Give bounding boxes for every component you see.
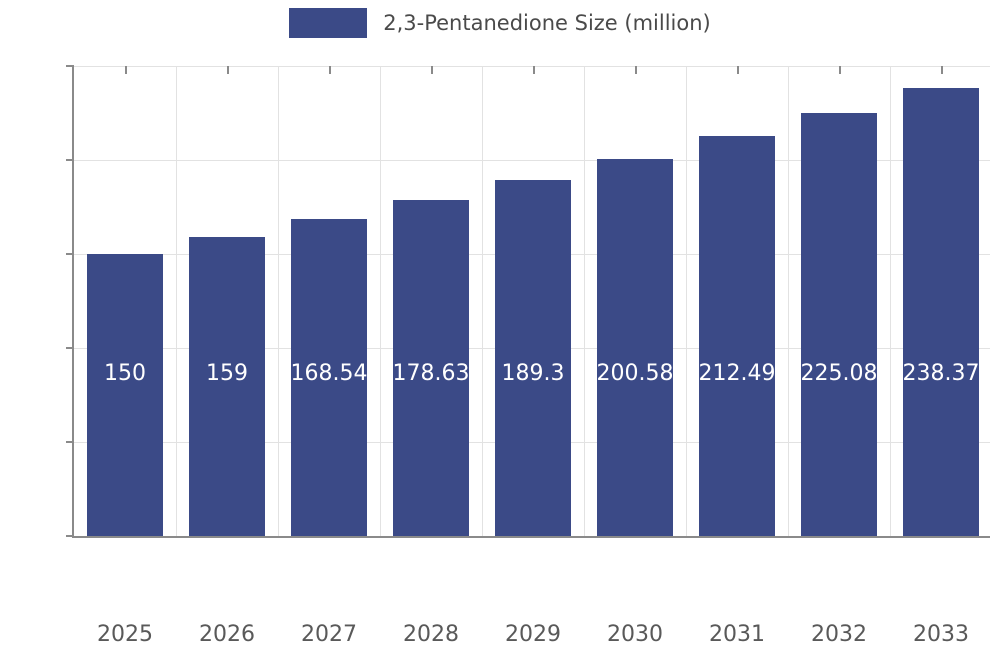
vgridline-1 xyxy=(176,66,177,536)
bar-group-2030: 200.58 xyxy=(584,66,686,536)
bar-group-2027: 168.54 xyxy=(278,66,380,536)
xtick-mark-2025 xyxy=(125,66,127,74)
bar-value-2025: 150 xyxy=(104,361,146,386)
xtick-label-2033: 2033 xyxy=(913,622,969,647)
vgridline-4 xyxy=(482,66,483,536)
bar-value-2032: 225.08 xyxy=(800,361,878,386)
vgridline-3 xyxy=(380,66,381,536)
vgridline-2 xyxy=(278,66,279,536)
bar-2033[interactable] xyxy=(903,88,979,536)
vgridline-7 xyxy=(788,66,789,536)
xtick-mark-2030 xyxy=(635,66,637,74)
legend-label: 2,3-Pentanedione Size (million) xyxy=(383,11,711,35)
bar-group-2028: 178.63 xyxy=(380,66,482,536)
ytick-mark-50 xyxy=(66,441,74,443)
xtick-mark-2026 xyxy=(227,66,229,74)
gridline-200 xyxy=(74,160,990,161)
bar-value-2026: 159 xyxy=(206,361,248,386)
bar-2030[interactable] xyxy=(597,159,673,536)
xtick-mark-2029 xyxy=(533,66,535,74)
bar-value-2027: 168.54 xyxy=(290,361,368,386)
bar-value-2029: 189.3 xyxy=(501,361,565,386)
ytick-mark-100 xyxy=(66,347,74,349)
legend-item-series-1[interactable]: 2,3-Pentanedione Size (million) xyxy=(289,8,711,38)
vgridline-5 xyxy=(584,66,585,536)
bar-group-2029: 189.3 xyxy=(482,66,584,536)
gridline-250 xyxy=(74,66,990,67)
plot-area: 250 200 150 100 50 0 150 xyxy=(66,65,990,647)
ytick-mark-200 xyxy=(66,159,74,161)
bar-2028[interactable] xyxy=(393,200,469,536)
bar-value-2033: 238.37 xyxy=(902,361,980,386)
bar-group-2033: 238.37 xyxy=(890,66,992,536)
bar-value-2028: 178.63 xyxy=(392,361,470,386)
bar-group-2032: 225.08 xyxy=(788,66,890,536)
legend-swatch-icon xyxy=(289,8,368,38)
vgridline-6 xyxy=(686,66,687,536)
bar-2032[interactable] xyxy=(801,113,877,536)
xtick-mark-2032 xyxy=(839,66,841,74)
ytick-mark-0 xyxy=(66,535,74,537)
bar-2027[interactable] xyxy=(291,219,367,536)
xtick-mark-2033 xyxy=(941,66,943,74)
ytick-mark-150 xyxy=(66,253,74,255)
bar-group-2026: 159 xyxy=(176,66,278,536)
bar-group-2025: 150 xyxy=(74,66,176,536)
bar-value-2031: 212.49 xyxy=(698,361,776,386)
xtick-mark-2031 xyxy=(737,66,739,74)
vgridline-8 xyxy=(890,66,891,536)
bar-value-2030: 200.58 xyxy=(596,361,674,386)
bar-2025[interactable] xyxy=(87,254,163,536)
ytick-mark-250 xyxy=(66,65,74,67)
xtick-mark-2027 xyxy=(329,66,331,74)
bar-2029[interactable] xyxy=(495,180,571,536)
bar-2026[interactable] xyxy=(189,237,265,536)
bar-series: 150 159 168.54 178.63 189.3 200.58 xyxy=(74,66,990,536)
chart-legend: 2,3-Pentanedione Size (million) xyxy=(0,8,1000,38)
bar-chart: 2,3-Pentanedione Size (million) 250 200 … xyxy=(0,8,1000,647)
bar-2031[interactable] xyxy=(699,136,775,536)
bar-group-2031: 212.49 xyxy=(686,66,788,536)
xtick-mark-2028 xyxy=(431,66,433,74)
